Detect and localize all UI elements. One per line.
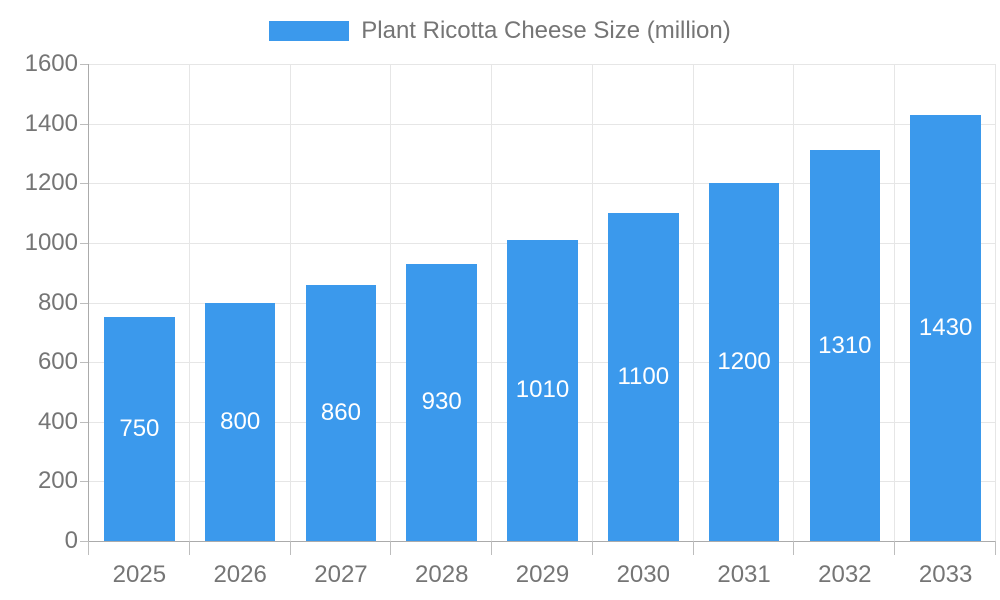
v-gridline [390,64,392,541]
bar-value-label: 1310 [818,331,872,359]
bar-2027[interactable]: 860 [305,284,377,541]
y-axis-tick [80,541,88,542]
bar-2030[interactable]: 1100 [608,213,679,541]
legend-swatch-icon [269,21,350,41]
x-tick-label-2027: 2027 [314,561,368,588]
y-tick-label: 0 [64,527,78,554]
y-axis-tick [80,242,88,244]
bar-value-label: 1430 [918,313,973,341]
y-tick-label: 1200 [24,169,78,197]
x-tick-label-2031: 2031 [717,561,771,588]
y-axis-tick [80,362,88,364]
bar-value-label: 1100 [617,363,670,391]
x-axis-tick [894,541,896,555]
v-gridline [995,64,996,541]
x-axis-tick [491,541,493,555]
y-tick-label: 800 [37,288,78,316]
v-gridline [591,64,593,541]
x-tick-label-2025: 2025 [112,561,167,588]
x-axis-tick [390,541,392,555]
v-gridline [491,64,493,541]
legend-label: Plant Ricotta Cheese Size (million) [361,17,731,44]
x-axis-tick [289,541,291,555]
x-axis-tick [591,541,593,555]
bar-2028[interactable]: 930 [406,263,477,541]
x-axis-tick [88,541,89,555]
y-tick-label: 1000 [24,228,78,256]
plot-area: 0 200 400 600 800 1000 1200 1400 1600 750 2025 800 2… [25,50,996,588]
v-gridline [188,64,190,541]
x-tick-label-2026: 2026 [213,561,267,588]
y-axis-tick [80,302,88,304]
h-gridline [89,123,996,125]
bar-2033[interactable]: 1430 [910,114,981,541]
bar-2032[interactable]: 1310 [809,150,881,541]
x-tick-label-2033: 2033 [918,561,973,588]
bar-value-label: 800 [220,407,261,435]
h-gridline [89,183,996,185]
x-tick-label-2028: 2028 [415,561,469,588]
x-axis-tick [188,541,190,555]
x-axis-tick [995,541,996,555]
y-tick-label: 600 [37,348,78,376]
bar-2026[interactable]: 800 [204,302,276,541]
x-axis-tick [692,541,694,555]
y-axis-tick [80,123,88,125]
x-tick-label-2032: 2032 [818,561,872,588]
bar-2025[interactable]: 750 [104,317,175,541]
bar-value-label: 1200 [717,348,771,376]
v-gridline [692,64,694,541]
v-gridline [289,64,291,541]
y-tick-label: 1400 [24,109,78,137]
y-axis-tick [80,183,88,185]
v-gridline [894,64,896,541]
x-tick-label-2029: 2029 [515,561,570,588]
h-gridline [89,64,996,65]
bar-value-label: 1010 [515,376,570,404]
x-tick-label-2030: 2030 [616,561,670,588]
bar-value-label: 860 [320,398,361,426]
y-axis-tick [80,421,88,423]
y-axis-tick [80,64,88,65]
bar-2031[interactable]: 1200 [708,183,780,541]
v-gridline [793,64,795,541]
y-axis-tick [80,481,88,483]
y-tick-label: 1600 [24,50,78,77]
bar-value-label: 930 [421,388,462,416]
x-axis-tick [793,541,795,555]
bar-value-label: 750 [119,415,160,443]
y-tick-label: 200 [37,467,78,495]
legend[interactable]: Plant Ricotta Cheese Size (million) [0,17,1000,45]
y-tick-label: 400 [37,407,78,435]
bar-2029[interactable]: 1010 [507,239,578,541]
